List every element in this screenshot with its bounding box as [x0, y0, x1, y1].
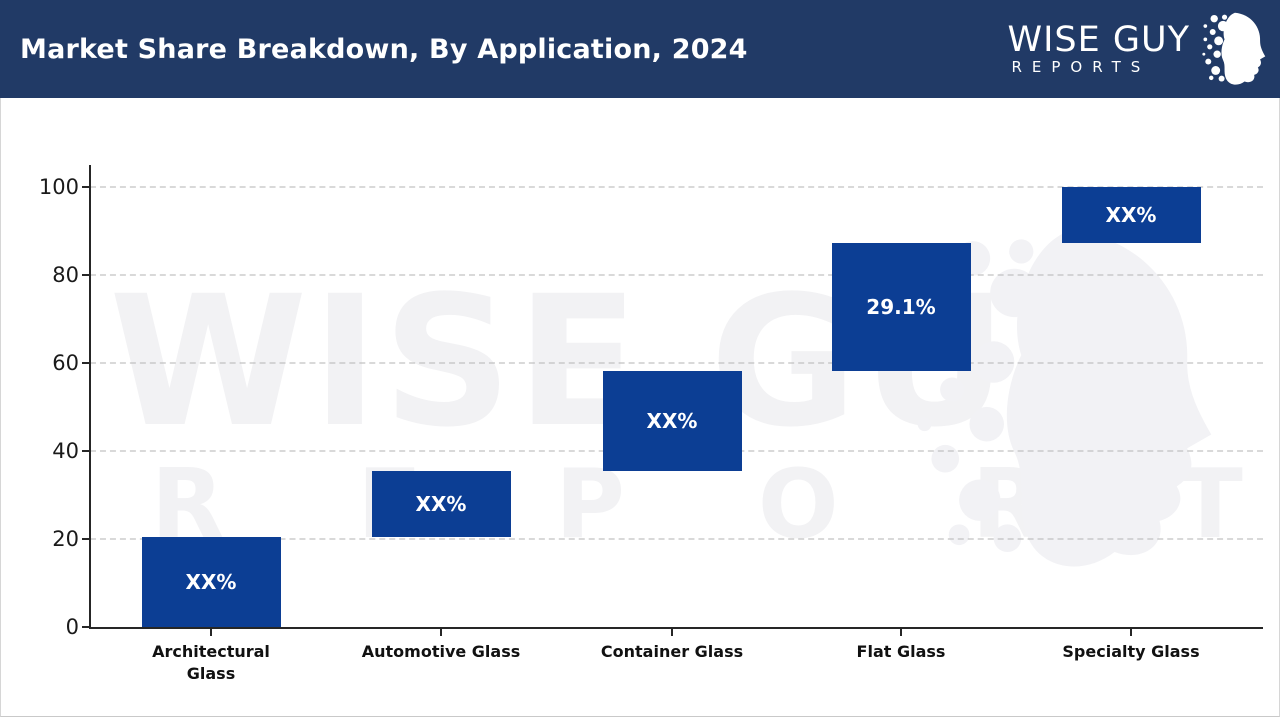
gridline-100 — [90, 186, 1263, 188]
bar-flat-glass: 29.1% — [831, 242, 971, 371]
bar-automotive-glass: XX% — [371, 470, 511, 537]
gridline-80 — [90, 274, 1263, 276]
bar-value-label-specialty-glass: XX% — [1105, 202, 1157, 227]
gridline-20 — [90, 538, 1263, 540]
x-axis-spine — [89, 627, 1263, 629]
x-tick-mark-automotive-glass — [440, 629, 442, 636]
y-tick-label-60: 60 — [52, 351, 79, 375]
x-tick-mark-container-glass — [671, 629, 673, 636]
header-bar: Market Share Breakdown, By Application, … — [0, 0, 1280, 98]
y-tick-mark-0 — [82, 626, 90, 628]
x-category-label-automotive-glass: Automotive Glass — [361, 642, 521, 661]
x-tick-mark-flat-glass — [900, 629, 902, 636]
y-tick-mark-20 — [82, 538, 90, 540]
y-tick-label-100: 100 — [38, 175, 79, 199]
bar-value-label-container-glass: XX% — [646, 408, 698, 433]
bar-architectural-glass: XX% — [141, 536, 281, 627]
x-category-label-specialty-glass: Specialty Glass — [1062, 642, 1200, 661]
bar-value-label-architectural-glass: XX% — [185, 569, 237, 594]
y-tick-label-40: 40 — [52, 439, 79, 463]
wise-guy-reports-logo: WISE GUY REPORTS — [1007, 8, 1266, 90]
x-category-label-flat-glass: Flat Glass — [856, 642, 946, 661]
bar-value-label-automotive-glass: XX% — [415, 491, 467, 516]
bar-specialty-glass: XX% — [1061, 187, 1201, 243]
logo-wordmark: WISE GUY — [1007, 19, 1190, 60]
gridline-60 — [90, 362, 1263, 364]
x-tick-mark-architectural-glass — [210, 629, 212, 636]
y-tick-mark-80 — [82, 274, 90, 276]
y-tick-mark-60 — [82, 362, 90, 364]
logo-text: WISE GUY REPORTS — [1007, 19, 1190, 77]
y-tick-label-80: 80 — [52, 263, 79, 287]
x-tick-mark-specialty-glass — [1130, 629, 1132, 636]
y-tick-label-20: 20 — [52, 527, 79, 551]
y-tick-mark-100 — [82, 186, 90, 188]
x-category-label-architectural-glass: Architectural Glass — [152, 642, 270, 683]
bar-container-glass: XX% — [602, 370, 742, 471]
chart-title: Market Share Breakdown, By Application, … — [20, 33, 748, 65]
plot-area: WISE GUY R E P O R T S XX%XX%XX%29.1%XX%… — [0, 98, 1280, 717]
logo-subtitle: REPORTS — [1011, 58, 1151, 77]
y-tick-label-0: 0 — [65, 615, 79, 639]
logo-head-icon — [1202, 12, 1266, 85]
y-tick-mark-40 — [82, 450, 90, 452]
bar-value-label-flat-glass: 29.1% — [866, 294, 936, 319]
x-category-label-container-glass: Container Glass — [600, 642, 744, 661]
y-axis-spine — [89, 165, 91, 629]
